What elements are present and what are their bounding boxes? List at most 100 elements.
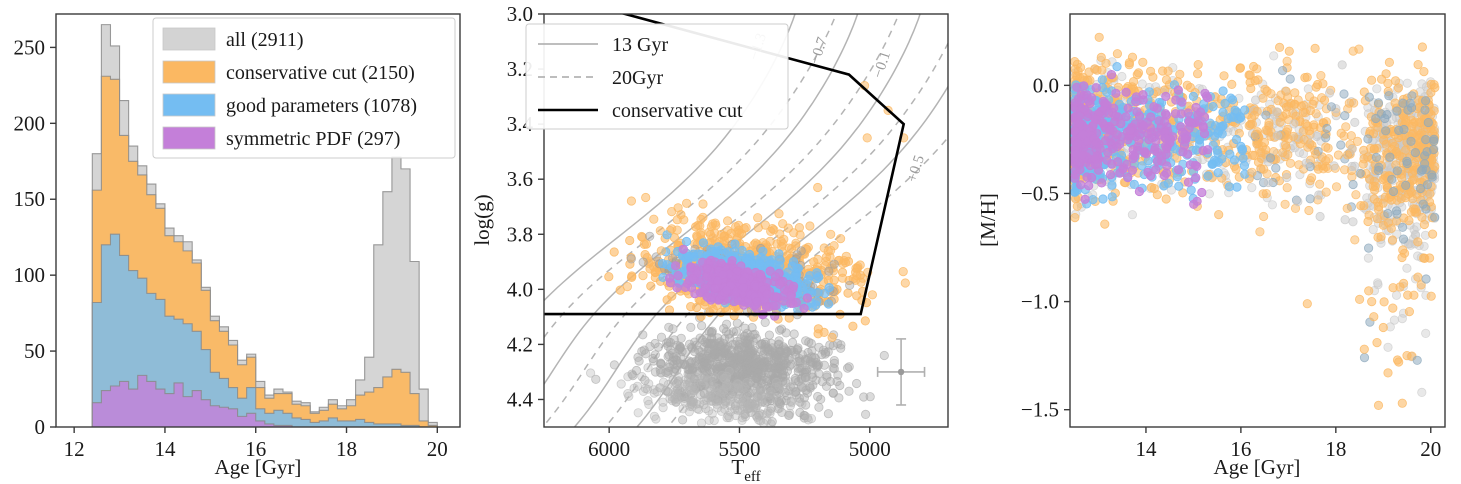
- data-point: [641, 192, 651, 203]
- data-point: [1124, 58, 1134, 68]
- data-point: [1214, 210, 1224, 220]
- data-point: [813, 329, 823, 339]
- data-point: [1203, 145, 1213, 155]
- data-point: [622, 281, 632, 292]
- data-point: [713, 333, 723, 343]
- data-point: [841, 251, 851, 261]
- data-point: [710, 283, 720, 293]
- data-point: [821, 252, 831, 262]
- legend-label: conservative cut (2150): [226, 62, 415, 84]
- y-axis-title: log(g): [470, 194, 494, 245]
- data-point: [770, 272, 780, 282]
- y-tick-label: 3.8: [507, 222, 533, 246]
- data-point: [748, 347, 758, 357]
- data-point: [824, 282, 834, 293]
- data-point: [663, 341, 673, 351]
- histogram-series-good_parameters: [91, 233, 438, 427]
- data-point: [740, 323, 750, 333]
- data-point: [761, 344, 771, 354]
- data-point: [814, 369, 824, 379]
- data-point: [637, 371, 647, 382]
- data-point: [632, 381, 643, 391]
- data-point: [1236, 141, 1246, 151]
- data-point: [1100, 219, 1110, 229]
- data-point: [851, 378, 862, 389]
- data-point: [624, 391, 634, 401]
- data-point: [1213, 168, 1223, 178]
- data-point: [1191, 173, 1201, 183]
- data-point: [778, 372, 788, 382]
- data-point: [762, 289, 772, 299]
- data-point: [786, 291, 796, 301]
- data-point: [749, 403, 759, 413]
- data-point: [1161, 133, 1171, 143]
- legend-swatch: [162, 60, 216, 84]
- y-tick-label: 3.6: [507, 167, 533, 191]
- data-point: [1171, 109, 1181, 119]
- data-point: [1225, 149, 1235, 159]
- data-point: [1203, 171, 1213, 181]
- data-point: [836, 340, 846, 350]
- data-point: [898, 266, 908, 277]
- data-point: [678, 244, 688, 254]
- isochrone-label: −0.7: [807, 35, 831, 66]
- data-point: [785, 401, 795, 411]
- y-tick-label: 100: [14, 263, 46, 287]
- data-point: [702, 291, 712, 302]
- data-point: [1127, 210, 1137, 220]
- data-point: [1402, 263, 1412, 273]
- data-point: [736, 399, 746, 409]
- data-point: [672, 215, 682, 225]
- data-point: [591, 374, 601, 384]
- data-point: [1367, 296, 1377, 307]
- data-point: [775, 352, 785, 363]
- data-point: [732, 336, 742, 346]
- data-point: [729, 310, 739, 321]
- data-point: [1246, 83, 1256, 94]
- data-point: [1151, 136, 1161, 146]
- data-point: [829, 241, 839, 251]
- typical-errorbar-marker: [876, 338, 926, 406]
- data-point: [1173, 85, 1183, 95]
- data-point: [671, 261, 681, 271]
- data-point: [748, 336, 758, 346]
- data-point: [634, 356, 644, 366]
- data-point: [1388, 283, 1398, 293]
- data-point: [789, 347, 799, 357]
- data-point: [804, 337, 814, 347]
- data-point: [1140, 147, 1150, 157]
- data-point: [1090, 114, 1100, 124]
- data-point: [649, 385, 659, 395]
- data-point: [771, 300, 781, 311]
- panel-age-metallicity: 14 16 18 20 0.0 −0.5 −1.0 −1.5 Age [Gyr] [M/H]: [960, 0, 1461, 484]
- y-tick-label: 150: [14, 187, 46, 211]
- data-point: [1186, 185, 1196, 195]
- data-point: [862, 133, 872, 143]
- x-axis-title: Age [Gyr]: [215, 455, 302, 479]
- data-point: [814, 402, 824, 412]
- data-point: [699, 372, 709, 382]
- data-point: [1107, 192, 1117, 202]
- data-point: [663, 379, 673, 390]
- data-point: [844, 386, 854, 396]
- data-point: [702, 362, 712, 372]
- data-point: [1129, 179, 1139, 189]
- data-point: [784, 410, 794, 420]
- legend-label: good parameters (1078): [226, 95, 417, 117]
- data-point: [1098, 194, 1108, 204]
- data-point: [1123, 173, 1133, 183]
- data-point: [819, 360, 829, 370]
- isochrone-20gyr: [544, 14, 900, 427]
- data-point: [1267, 200, 1277, 210]
- data-point: [818, 345, 829, 355]
- data-point: [1372, 214, 1383, 224]
- data-point: [623, 372, 633, 382]
- data-point: [1085, 148, 1095, 159]
- data-point: [1078, 129, 1088, 140]
- data-point: [1146, 182, 1157, 193]
- data-point: [704, 406, 714, 416]
- data-point: [774, 209, 784, 219]
- data-point: [733, 345, 743, 355]
- data-point: [1219, 71, 1229, 81]
- data-point: [811, 357, 821, 367]
